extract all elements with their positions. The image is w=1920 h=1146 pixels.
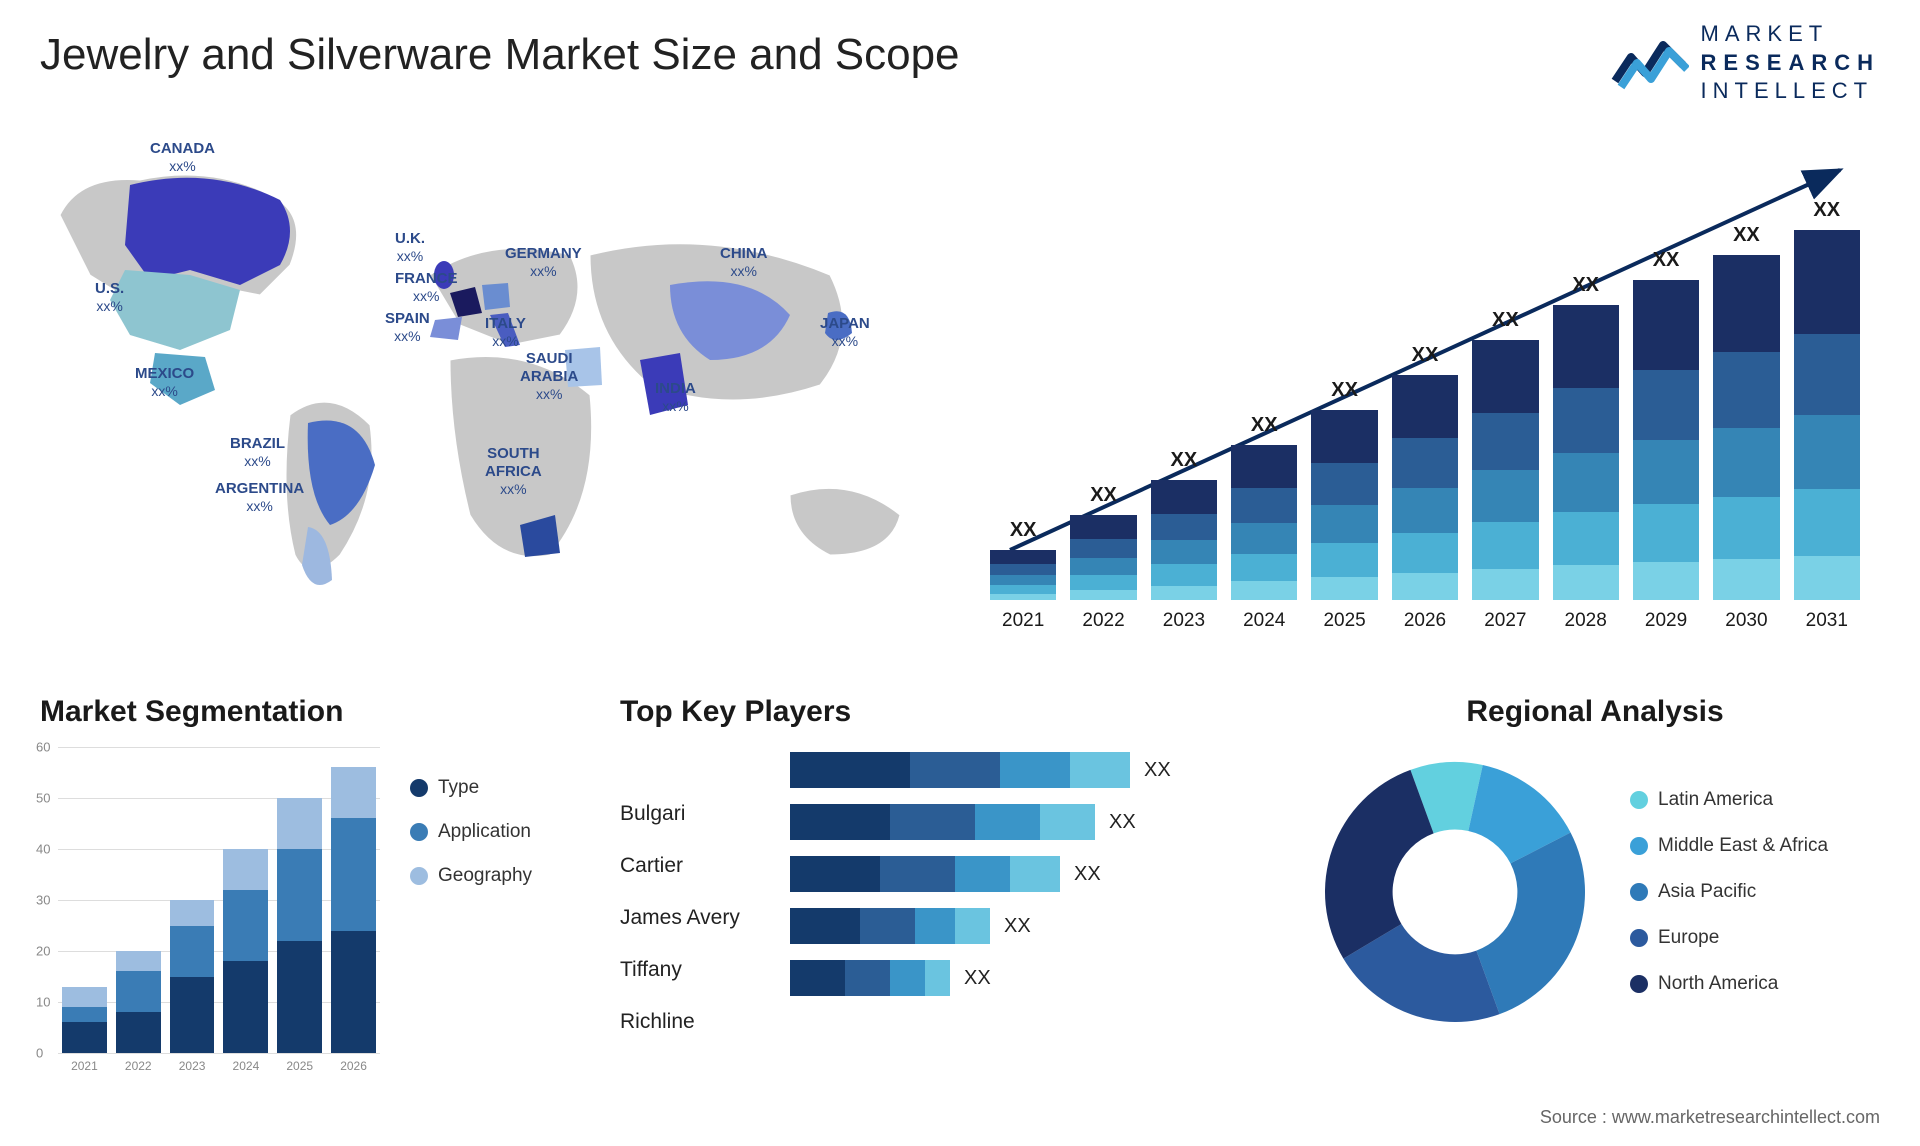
growth-bar-2025: XX2025 bbox=[1311, 410, 1377, 600]
segmentation-section: Market Segmentation 01020304050602021202… bbox=[40, 695, 600, 1077]
donut-slice-northamerica bbox=[1325, 770, 1434, 959]
player-label-jamesavery: James Avery bbox=[620, 906, 770, 930]
players-title: Top Key Players bbox=[620, 695, 1280, 729]
growth-bar-2029: XX2029 bbox=[1633, 280, 1699, 600]
seg-legend-geography: Geography bbox=[410, 865, 532, 887]
map-label-uk: U.K.xx% bbox=[395, 230, 425, 266]
region-legend-middleeastafrica: Middle East & Africa bbox=[1630, 835, 1828, 857]
growth-bar-2023: XX2023 bbox=[1151, 480, 1217, 600]
page-title: Jewelry and Silverware Market Size and S… bbox=[40, 30, 960, 80]
seg-bar-2021: 2021 bbox=[62, 987, 107, 1053]
seg-bar-2026: 2026 bbox=[331, 767, 376, 1053]
region-legend-latinamerica: Latin America bbox=[1630, 789, 1828, 811]
map-label-india: INDIAxx% bbox=[655, 380, 696, 416]
logo-icon bbox=[1611, 31, 1689, 95]
map-label-us: U.S.xx% bbox=[95, 280, 124, 316]
growth-chart: XX2021XX2022XX2023XX2024XX2025XX2026XX20… bbox=[980, 150, 1870, 640]
map-label-southafrica: SOUTHAFRICAxx% bbox=[485, 445, 542, 499]
region-section: Regional Analysis Latin America Middle Ea… bbox=[1310, 695, 1880, 1037]
map-label-japan: JAPANxx% bbox=[820, 315, 870, 351]
player-bar-1: XX bbox=[790, 804, 1280, 840]
canada-region bbox=[125, 178, 290, 285]
seg-bar-2024: 2024 bbox=[223, 849, 268, 1053]
player-bar-4: XX bbox=[790, 960, 1280, 996]
donut-chart bbox=[1310, 747, 1600, 1037]
player-label-tiffany: Tiffany bbox=[620, 958, 770, 982]
logo-line2: RESEARCH bbox=[1701, 49, 1880, 78]
map-label-spain: SPAINxx% bbox=[385, 310, 430, 346]
segmentation-legend: Type Application Geography bbox=[410, 747, 532, 1077]
world-map: CANADAxx% U.S.xx% MEXICOxx% BRAZILxx% ARGENT… bbox=[30, 135, 950, 645]
player-bar-3: XX bbox=[790, 908, 1280, 944]
player-bars: XX XX XX XX XX bbox=[790, 747, 1280, 996]
player-bar-2: XX bbox=[790, 856, 1280, 892]
seg-bar-2023: 2023 bbox=[170, 900, 215, 1053]
player-label-richline: Richline bbox=[620, 1010, 770, 1034]
growth-bar-2024: XX2024 bbox=[1231, 445, 1297, 600]
seg-legend-application: Application bbox=[410, 821, 532, 843]
region-legend-northamerica: North America bbox=[1630, 973, 1828, 995]
growth-bar-2022: XX2022 bbox=[1070, 515, 1136, 600]
map-label-france: FRANCExx% bbox=[395, 270, 458, 306]
donut-slice-asiapacific bbox=[1476, 832, 1585, 1014]
germany-region bbox=[482, 283, 510, 310]
player-bar-0: XX bbox=[790, 752, 1280, 788]
map-label-argentina: ARGENTINAxx% bbox=[215, 480, 304, 516]
spain-region bbox=[430, 317, 462, 340]
logo: MARKET RESEARCH INTELLECT bbox=[1611, 20, 1880, 106]
growth-bar-2031: XX2031 bbox=[1794, 230, 1860, 600]
map-label-brazil: BRAZILxx% bbox=[230, 435, 285, 471]
growth-bar-2021: XX2021 bbox=[990, 550, 1056, 600]
logo-line3: INTELLECT bbox=[1701, 77, 1880, 106]
map-label-mexico: MEXICOxx% bbox=[135, 365, 194, 401]
segmentation-title: Market Segmentation bbox=[40, 695, 600, 729]
map-label-china: CHINAxx% bbox=[720, 245, 768, 281]
map-label-italy: ITALYxx% bbox=[485, 315, 526, 351]
map-label-germany: GERMANYxx% bbox=[505, 245, 582, 281]
player-label-bulgari: Bulgari bbox=[620, 802, 770, 826]
region-legend-asiapacific: Asia Pacific bbox=[1630, 881, 1828, 903]
seg-bar-2022: 2022 bbox=[116, 951, 161, 1053]
players-section: Top Key Players Bulgari Cartier James Aver… bbox=[620, 695, 1280, 1034]
growth-bar-2026: XX2026 bbox=[1392, 375, 1458, 600]
seg-bar-2025: 2025 bbox=[277, 798, 322, 1053]
source-text: Source : www.marketresearchintellect.com bbox=[1540, 1107, 1880, 1128]
logo-line1: MARKET bbox=[1701, 20, 1880, 49]
map-label-canada: CANADAxx% bbox=[150, 140, 215, 176]
growth-bar-2030: XX2030 bbox=[1713, 255, 1779, 600]
growth-bar-2028: XX2028 bbox=[1553, 305, 1619, 600]
map-label-saudiarabia: SAUDIARABIAxx% bbox=[520, 350, 578, 404]
player-labels: Bulgari Cartier James Avery Tiffany Richline bbox=[620, 747, 770, 1034]
seg-legend-type: Type bbox=[410, 777, 532, 799]
region-title: Regional Analysis bbox=[1310, 695, 1880, 729]
au-base bbox=[790, 488, 900, 555]
region-legend-europe: Europe bbox=[1630, 927, 1828, 949]
growth-bar-2027: XX2027 bbox=[1472, 340, 1538, 600]
player-label-cartier: Cartier bbox=[620, 854, 770, 878]
segmentation-chart: 0102030405060202120222023202420252026 bbox=[40, 747, 380, 1077]
region-legend: Latin America Middle East & Africa Asia Pa… bbox=[1630, 789, 1828, 995]
